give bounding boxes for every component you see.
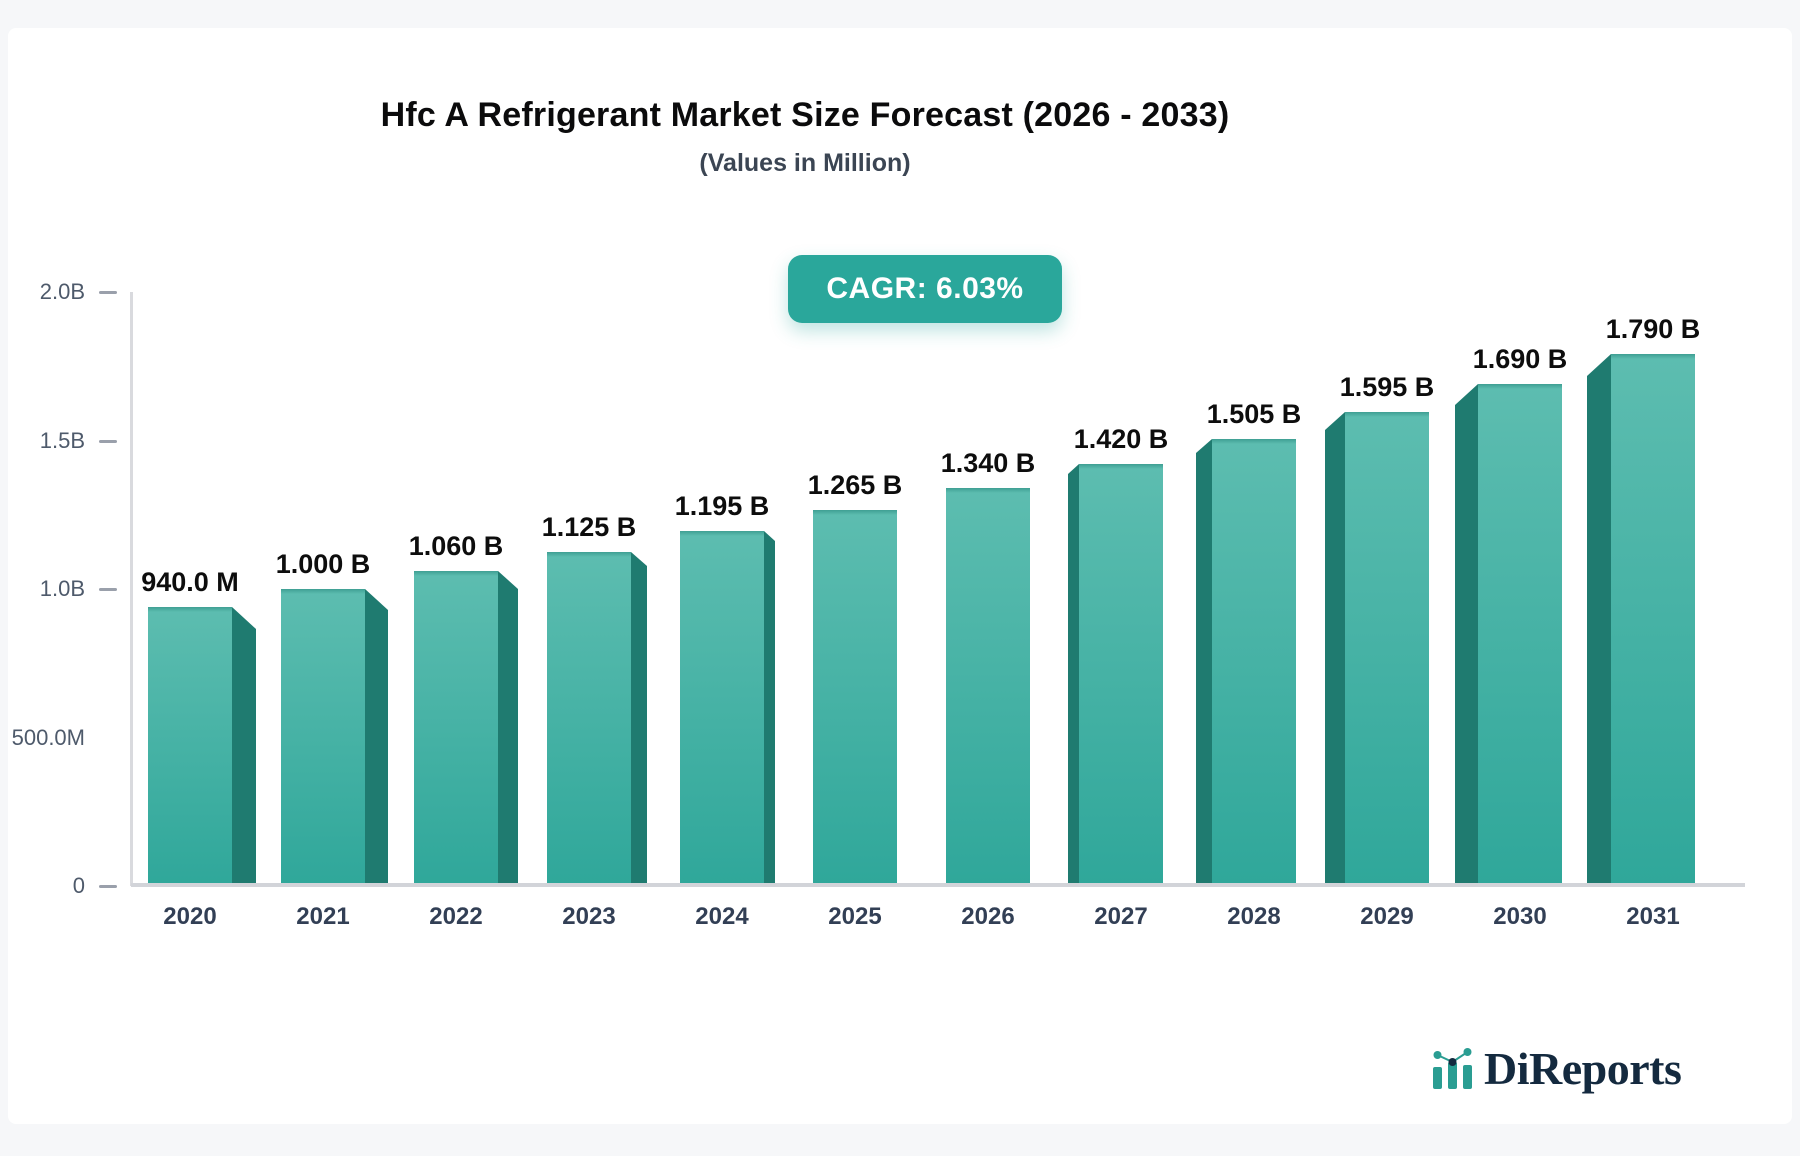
bar-2023[interactable]: [547, 552, 647, 886]
x-axis-label: 2025: [828, 903, 882, 930]
x-axis-label: 2024: [695, 903, 749, 930]
bar-value-label: 1.595 B: [1339, 372, 1435, 402]
x-axis-label: 2023: [562, 903, 616, 930]
x-axis-label: 2020: [163, 903, 217, 930]
bar-2022[interactable]: [414, 571, 518, 886]
bar-face: [547, 552, 631, 886]
y-axis-tick-dash: [99, 291, 117, 294]
bar-2020[interactable]: [148, 607, 256, 886]
bar-face: [1345, 412, 1429, 886]
bar-value-label: 1.420 B: [1073, 424, 1169, 454]
x-axis-label: 2021: [296, 903, 350, 930]
bar-face: [946, 488, 1030, 886]
bar-side: [631, 552, 647, 886]
bar-value-label: 1.340 B: [940, 448, 1036, 478]
bar-value-label: 1.690 B: [1472, 344, 1568, 374]
x-axis-label: 2028: [1227, 903, 1281, 930]
y-axis-tick-dash: [99, 885, 117, 888]
y-axis-tick-dash: [99, 588, 117, 591]
bar-2027[interactable]: [1068, 464, 1163, 886]
x-axis-label: 2022: [429, 903, 483, 930]
bar-face: [1478, 384, 1562, 886]
bar-value-label: 940.0 M: [141, 567, 239, 597]
y-axis-tick-label: 1.0B: [39, 576, 85, 601]
y-axis-tick-label: 500.0M: [11, 724, 85, 750]
bar-2025[interactable]: [813, 510, 897, 886]
direports-logo: DiReports: [1430, 1040, 1682, 1098]
bar-side: [1196, 439, 1212, 886]
chart-title: Hfc A Refrigerant Market Size Forecast (…: [380, 96, 1230, 134]
y-axis-line: [130, 292, 133, 886]
bar-side: [1587, 354, 1611, 886]
bar-value-label: 1.265 B: [807, 470, 903, 500]
x-axis-line: [131, 883, 1745, 887]
bar-side: [1068, 464, 1079, 886]
bar-side: [498, 571, 518, 886]
bar-2026[interactable]: [946, 488, 1030, 886]
cagr-badge: CAGR: 6.03%: [788, 255, 1062, 323]
bar-2030[interactable]: [1455, 384, 1562, 886]
bar-2029[interactable]: [1325, 412, 1429, 886]
bar-side: [1455, 384, 1478, 886]
chart-header: Hfc A Refrigerant Market Size Forecast (…: [0, 96, 1610, 178]
y-axis-tick-dash: [99, 439, 117, 443]
x-axis-label: 2031: [1626, 903, 1680, 930]
x-axis-label: 2029: [1360, 903, 1414, 930]
bar-face: [813, 510, 897, 886]
bar-face: [414, 571, 498, 886]
bar-side: [1325, 412, 1345, 886]
chart-subtitle: (Values in Million): [699, 149, 911, 177]
y-axis-tick-label: 1.5B: [39, 427, 85, 453]
y-axis-tick-label: 2.0B: [39, 279, 85, 304]
bar-side: [232, 607, 256, 886]
direports-logo-text: DiReports: [1484, 1043, 1682, 1094]
bar-2028[interactable]: [1196, 439, 1296, 886]
x-axis-label: 2030: [1493, 903, 1547, 930]
bar-chart-logo-icon: [1433, 1048, 1472, 1089]
bar-value-label: 1.195 B: [674, 491, 770, 521]
x-axis-label: 2027: [1094, 903, 1148, 930]
bar-2021[interactable]: [281, 589, 388, 886]
bar-face: [1079, 464, 1163, 886]
bar-2031[interactable]: [1587, 354, 1695, 886]
bar-side: [764, 531, 775, 886]
cagr-badge-label: CAGR: 6.03%: [826, 272, 1024, 305]
y-axis-tick-label: 0: [72, 873, 85, 898]
bar-value-label: 1.505 B: [1206, 399, 1302, 429]
bar-value-label: 1.060 B: [408, 531, 504, 561]
bar-face: [1212, 439, 1296, 886]
bar-face: [148, 607, 232, 886]
bar-value-label: 1.790 B: [1605, 314, 1701, 344]
bar-value-label: 1.125 B: [541, 512, 637, 542]
bar-value-label: 1.000 B: [275, 549, 371, 579]
bar-face: [1611, 354, 1695, 886]
bar-2024[interactable]: [680, 531, 775, 886]
bar-face: [680, 531, 764, 886]
bar-side: [365, 589, 388, 886]
bar-face: [281, 589, 365, 886]
x-axis-label: 2026: [961, 903, 1015, 930]
